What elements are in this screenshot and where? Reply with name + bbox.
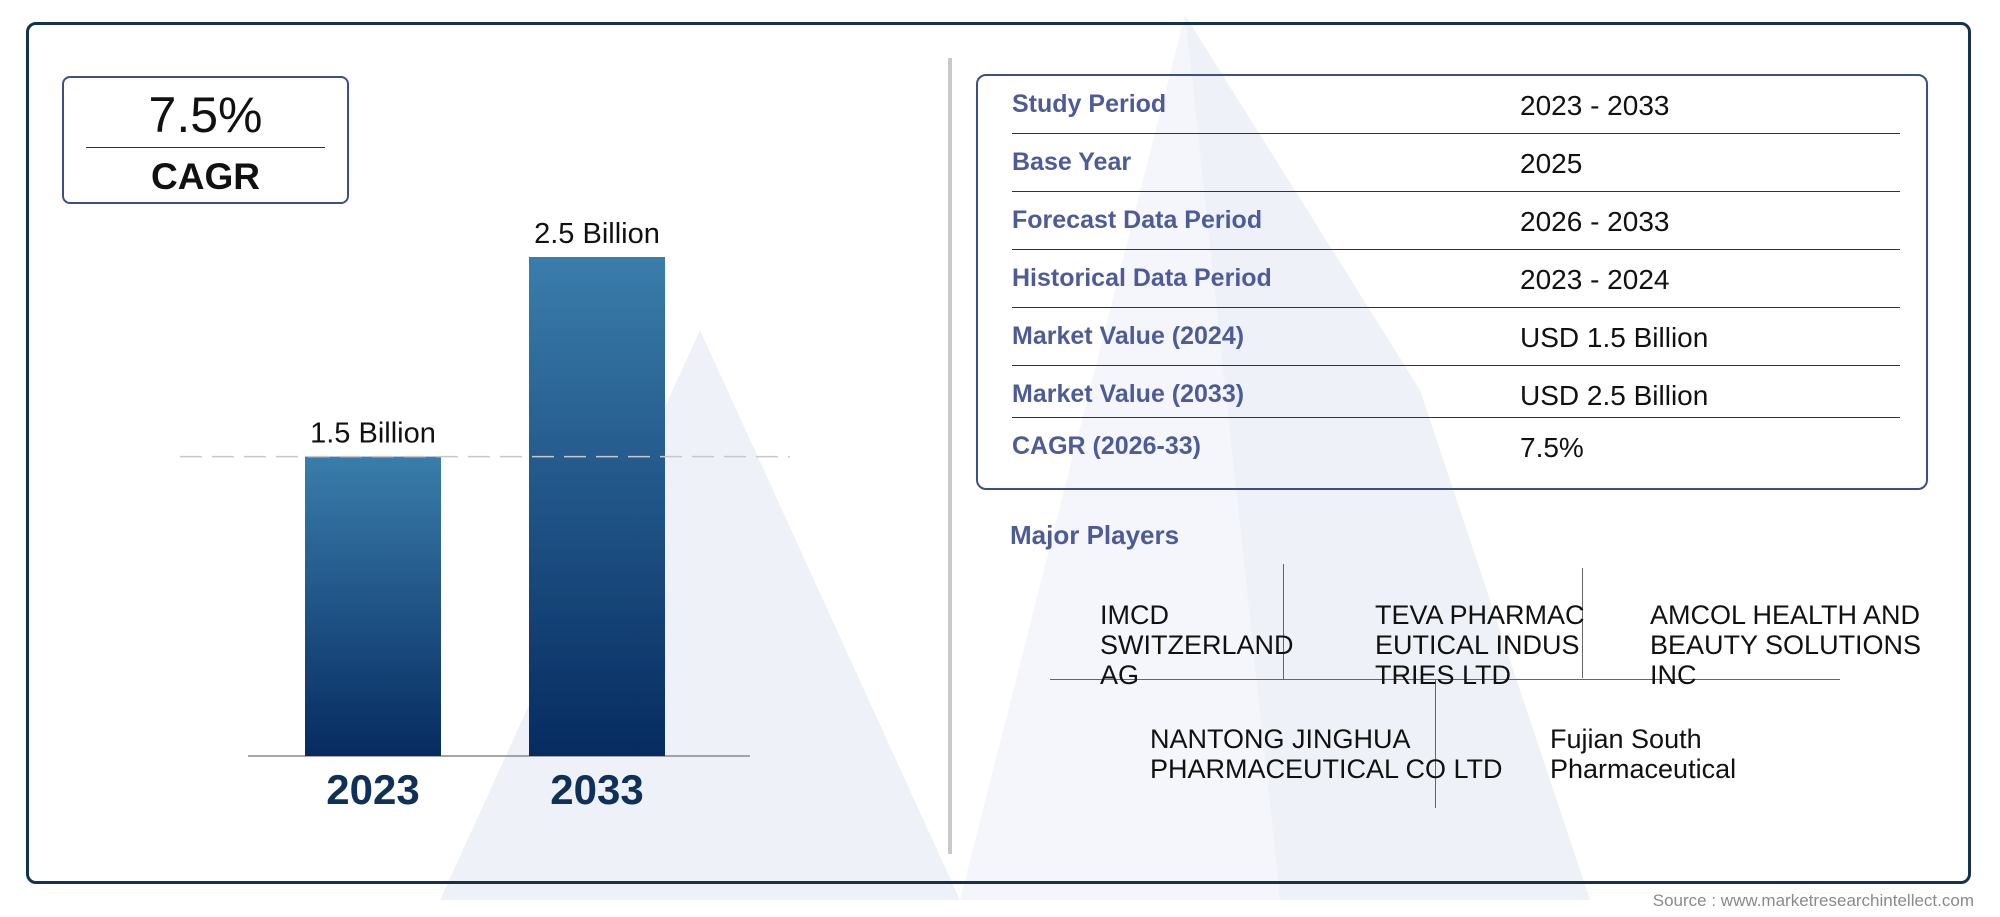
market-info-table: Study Period 2023 - 2033 Base Year 2025 … <box>976 74 1928 490</box>
cagr-divider <box>86 147 325 148</box>
info-key: CAGR (2026-33) <box>1012 432 1201 460</box>
info-row-cagr: CAGR (2026-33) 7.5% <box>1012 418 1900 476</box>
info-key: Market Value (2033) <box>1012 380 1245 408</box>
row-divider <box>1012 133 1900 134</box>
row-divider <box>1012 417 1900 418</box>
info-value: 2023 - 2033 <box>1520 90 1670 121</box>
category-label-2033: 2033 <box>550 766 643 813</box>
major-players-title: Major Players <box>1010 520 1180 550</box>
info-key: Historical Data Period <box>1012 264 1272 292</box>
info-row-base-year: Base Year 2025 <box>1012 134 1900 192</box>
category-label-2023: 2023 <box>326 766 419 813</box>
section-divider <box>948 58 952 854</box>
row-divider <box>1012 191 1900 192</box>
info-row-market-value-2033: Market Value (2033) USD 2.5 Billion <box>1012 366 1900 418</box>
row-divider <box>1012 307 1900 308</box>
info-key: Market Value (2024) <box>1012 322 1245 350</box>
row-divider <box>1012 365 1900 366</box>
players-grid-line <box>1283 564 1284 680</box>
bar-2023 <box>305 456 441 756</box>
bar-2033 <box>529 257 665 756</box>
info-value: 2026 - 2033 <box>1520 206 1670 237</box>
info-key: Study Period <box>1012 90 1167 118</box>
info-row-historical-period: Historical Data Period 2023 - 2024 <box>1012 250 1900 308</box>
player-teva: TEVA PHARMACEUTICAL INDUSTRIES LTD <box>1375 600 1585 690</box>
infographic-frame <box>26 22 1971 884</box>
info-row-forecast-period: Forecast Data Period 2026 - 2033 <box>1012 192 1900 250</box>
data-label-2023: 1.5 Billion <box>310 418 436 450</box>
source-credit: Source : www.marketresearchintellect.com <box>1652 891 1974 910</box>
info-row-market-value-2024: Market Value (2024) USD 1.5 Billion <box>1012 308 1900 366</box>
info-row-study-period: Study Period 2023 - 2033 <box>1012 76 1900 134</box>
cagr-value: 7.5% <box>148 87 263 143</box>
row-divider <box>1012 249 1900 250</box>
players-grid-line <box>1050 679 1840 680</box>
info-value: 7.5% <box>1520 432 1584 463</box>
info-value: 2023 - 2024 <box>1520 264 1670 295</box>
player-nantong: NANTONG JINGHUA PHARMACEUTICAL CO LTD <box>1150 724 1503 784</box>
players-grid-line <box>1582 568 1583 678</box>
info-key: Forecast Data Period <box>1012 206 1263 234</box>
info-value: USD 2.5 Billion <box>1520 380 1709 411</box>
info-key: Base Year <box>1012 148 1132 176</box>
data-label-2033: 2.5 Billion <box>534 218 660 250</box>
players-grid-line <box>1435 680 1436 808</box>
cagr-label: CAGR <box>151 156 260 197</box>
info-value: USD 1.5 Billion <box>1520 322 1709 353</box>
info-value: 2025 <box>1520 148 1583 179</box>
player-amcol: AMCOL HEALTH AND BEAUTY SOLUTIONS INC <box>1650 600 1922 690</box>
player-imcd: IMCD SWITZERLAND AG <box>1100 600 1294 690</box>
cagr-badge: 7.5% CAGR <box>62 76 349 204</box>
player-fujian: Fujian South Pharmaceutical <box>1550 724 1737 784</box>
